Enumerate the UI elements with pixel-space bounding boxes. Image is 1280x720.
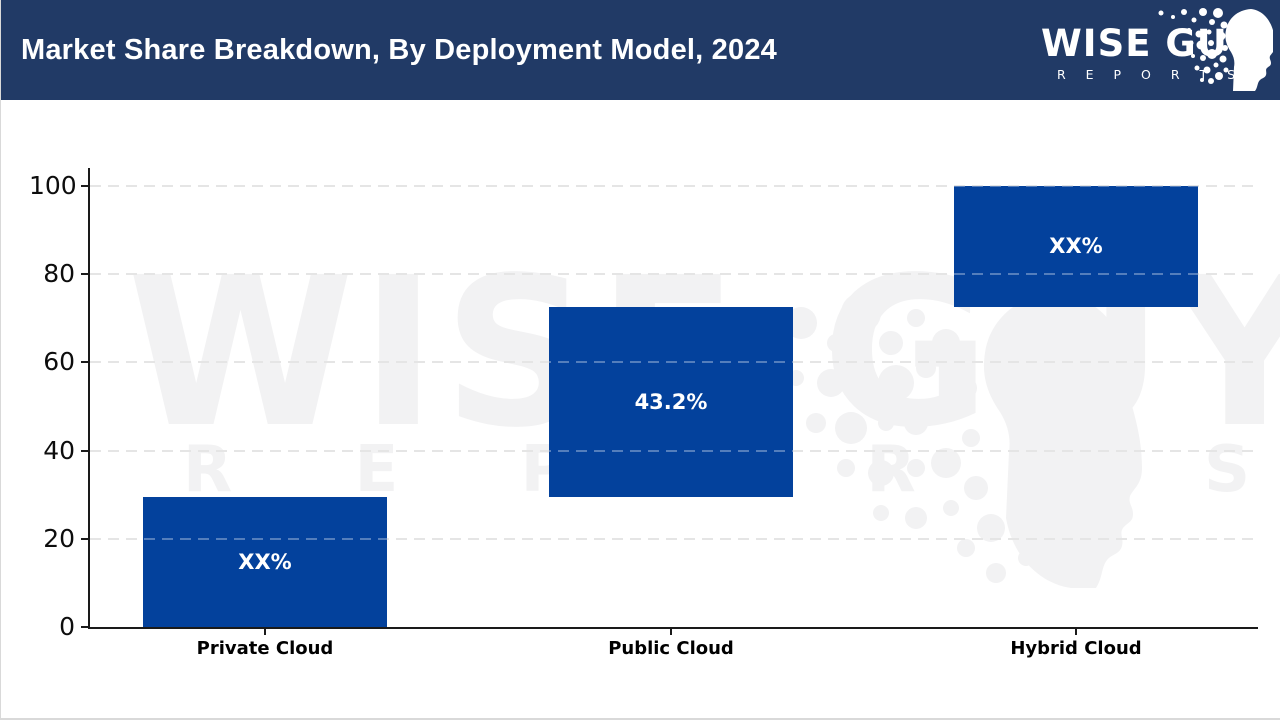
y-tick-label: 100	[29, 171, 77, 200]
bar-segment: XX%	[143, 497, 387, 627]
x-tick-mark	[1075, 629, 1077, 635]
bar-value-label: XX%	[238, 550, 292, 575]
logo-dots-icon	[1158, 8, 1229, 84]
logo-reports-text: R E P O R T S	[1057, 67, 1243, 82]
y-tick-mark	[81, 361, 88, 364]
bar-segment: 43.2%	[549, 306, 793, 498]
logo-face-icon	[1225, 9, 1273, 91]
x-category-label: Private Cloud	[196, 638, 334, 659]
y-tick-mark	[81, 537, 88, 540]
bar-segment: XX%	[954, 186, 1198, 307]
y-tick-mark	[81, 273, 88, 276]
x-category-label: Public Cloud	[608, 638, 734, 659]
gridline	[90, 537, 1257, 540]
wiseguy-logo: WISE GUY R E P O R T S	[1013, 3, 1273, 97]
x-category-label: Hybrid Cloud	[1010, 638, 1142, 659]
chart-area: WISE GUY R E P O R T S	[1, 100, 1280, 718]
x-axis-line	[88, 627, 1258, 629]
y-tick-mark	[81, 185, 88, 187]
y-tick-label: 60	[43, 347, 75, 377]
page-title: Market Share Breakdown, By Deployment Mo…	[21, 33, 777, 66]
gridline	[90, 273, 1257, 276]
y-tick-mark	[81, 626, 88, 628]
y-tick-label: 80	[43, 259, 75, 289]
x-tick-mark	[670, 629, 672, 635]
gridline	[90, 185, 1257, 187]
gridline-overlay	[90, 185, 1257, 187]
y-tick-mark	[81, 449, 88, 452]
y-tick-label: 0	[59, 612, 75, 641]
bar-value-label: 43.2%	[634, 390, 708, 415]
x-tick-mark	[264, 629, 266, 635]
gridline-overlay	[90, 273, 1257, 276]
gridline-overlay	[90, 361, 1257, 364]
y-tick-label: 20	[43, 523, 75, 553]
logo-wordmark: WISE GUY	[1041, 22, 1256, 65]
bar-value-label: XX%	[1049, 234, 1103, 259]
logo-graphic: WISE GUY R E P O R T S	[1041, 8, 1273, 91]
gridline-overlay	[90, 449, 1257, 452]
gridline-overlay	[90, 537, 1257, 540]
y-tick-label: 40	[43, 435, 75, 465]
header: Market Share Breakdown, By Deployment Mo…	[1, 0, 1280, 100]
y-axis-line	[88, 168, 90, 629]
